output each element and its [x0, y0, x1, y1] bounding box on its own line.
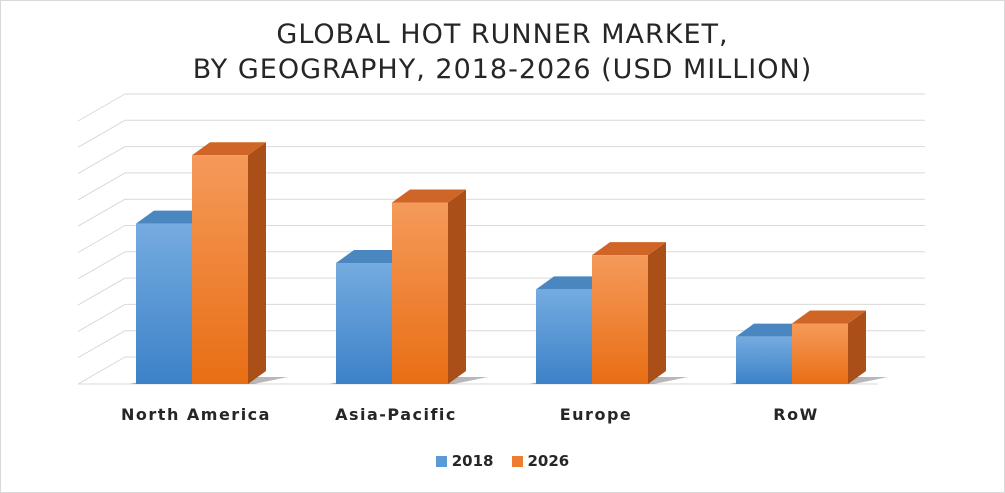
- gridline-depth-2: [77, 303, 126, 332]
- bar-top-asia-pacific-2026: [392, 189, 466, 203]
- legend: 2018 2026: [1, 452, 1004, 470]
- gridline-depth-4: [77, 251, 126, 280]
- category-label-asia-pacific: Asia-Pacific: [335, 405, 457, 424]
- bar-row-2018: [736, 336, 792, 384]
- bar-top-europe-2026: [592, 242, 666, 256]
- gridline-depth-6: [77, 198, 126, 227]
- bar-north-america-2018: [136, 223, 192, 384]
- gridline-depth-7: [77, 172, 126, 201]
- bar-side-europe-2026: [648, 242, 666, 384]
- gridline-depth-3: [77, 277, 126, 306]
- bar-top-north-america-2018: [136, 210, 210, 224]
- chart-title-line-1: GLOBAL HOT RUNNER MARKET,: [276, 19, 729, 50]
- bar-side-north-america-2026: [248, 142, 266, 384]
- gridline-depth-0: [77, 356, 126, 385]
- bar-north-america-2026: [192, 155, 248, 384]
- bar-asia-pacific-2018: [336, 263, 392, 384]
- chart-title: GLOBAL HOT RUNNER MARKET, BY GEOGRAPHY, …: [1, 17, 1004, 87]
- category-label-europe: Europe: [560, 405, 633, 424]
- legend-swatch-2018: [435, 455, 447, 467]
- legend-item-2018: 2018: [435, 452, 494, 470]
- legend-label-2018: 2018: [451, 452, 494, 470]
- chart-title-line-2: BY GEOGRAPHY, 2018-2026 (USD MILLION): [192, 54, 813, 85]
- legend-label-2026: 2026: [527, 452, 570, 470]
- bar-row-2026: [792, 323, 848, 384]
- category-labels: North America Asia-Pacific Europe RoW: [121, 405, 818, 424]
- bar-side-row-2026: [848, 310, 866, 384]
- bar-top-row-2026: [792, 310, 866, 324]
- bar-europe-2018: [536, 289, 592, 384]
- gridline-depth-10: [77, 93, 126, 122]
- gridline-depth-1: [77, 330, 126, 359]
- gridline-depth-8: [77, 146, 126, 175]
- bar-top-asia-pacific-2018: [336, 250, 410, 264]
- gridline-depth-5: [77, 225, 126, 253]
- bar-europe-2026: [592, 255, 648, 384]
- bar-side-asia-pacific-2026: [448, 189, 466, 384]
- bar-top-europe-2018: [536, 276, 610, 290]
- gridline-depth-9: [77, 119, 126, 148]
- legend-item-2026: 2026: [511, 452, 570, 470]
- legend-swatch-2026: [511, 455, 523, 467]
- bar-top-north-america-2026: [192, 142, 266, 156]
- bars: [136, 142, 866, 384]
- bar-asia-pacific-2026: [392, 202, 448, 384]
- category-label-north-america: North America: [121, 405, 271, 424]
- bar-top-row-2018: [736, 323, 810, 337]
- category-label-row: RoW: [773, 405, 818, 424]
